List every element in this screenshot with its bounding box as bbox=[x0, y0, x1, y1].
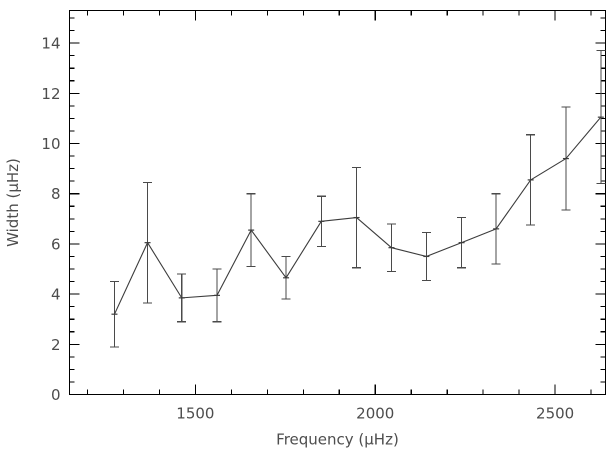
y-tick-label: 4 bbox=[51, 286, 61, 304]
y-tick-label: 10 bbox=[41, 135, 60, 153]
data-line bbox=[113, 116, 602, 315]
y-tick-label: 12 bbox=[41, 85, 60, 103]
x-axis-label: Frequency (µHz) bbox=[276, 431, 399, 449]
y-tick-label: 2 bbox=[51, 336, 61, 354]
plot-frame bbox=[68, 9, 607, 396]
y-tick-label: 0 bbox=[51, 386, 61, 404]
x-tick-label: 1500 bbox=[176, 405, 214, 423]
y-tick-label: 8 bbox=[51, 185, 61, 203]
data-layer bbox=[109, 50, 606, 348]
x-tick-label: 2500 bbox=[536, 405, 574, 423]
x-tick-label: 2000 bbox=[356, 405, 394, 423]
y-tick-label: 14 bbox=[41, 35, 60, 53]
y-tick-label: 6 bbox=[51, 235, 61, 253]
y-axis-label: Width (µHz) bbox=[4, 158, 22, 247]
